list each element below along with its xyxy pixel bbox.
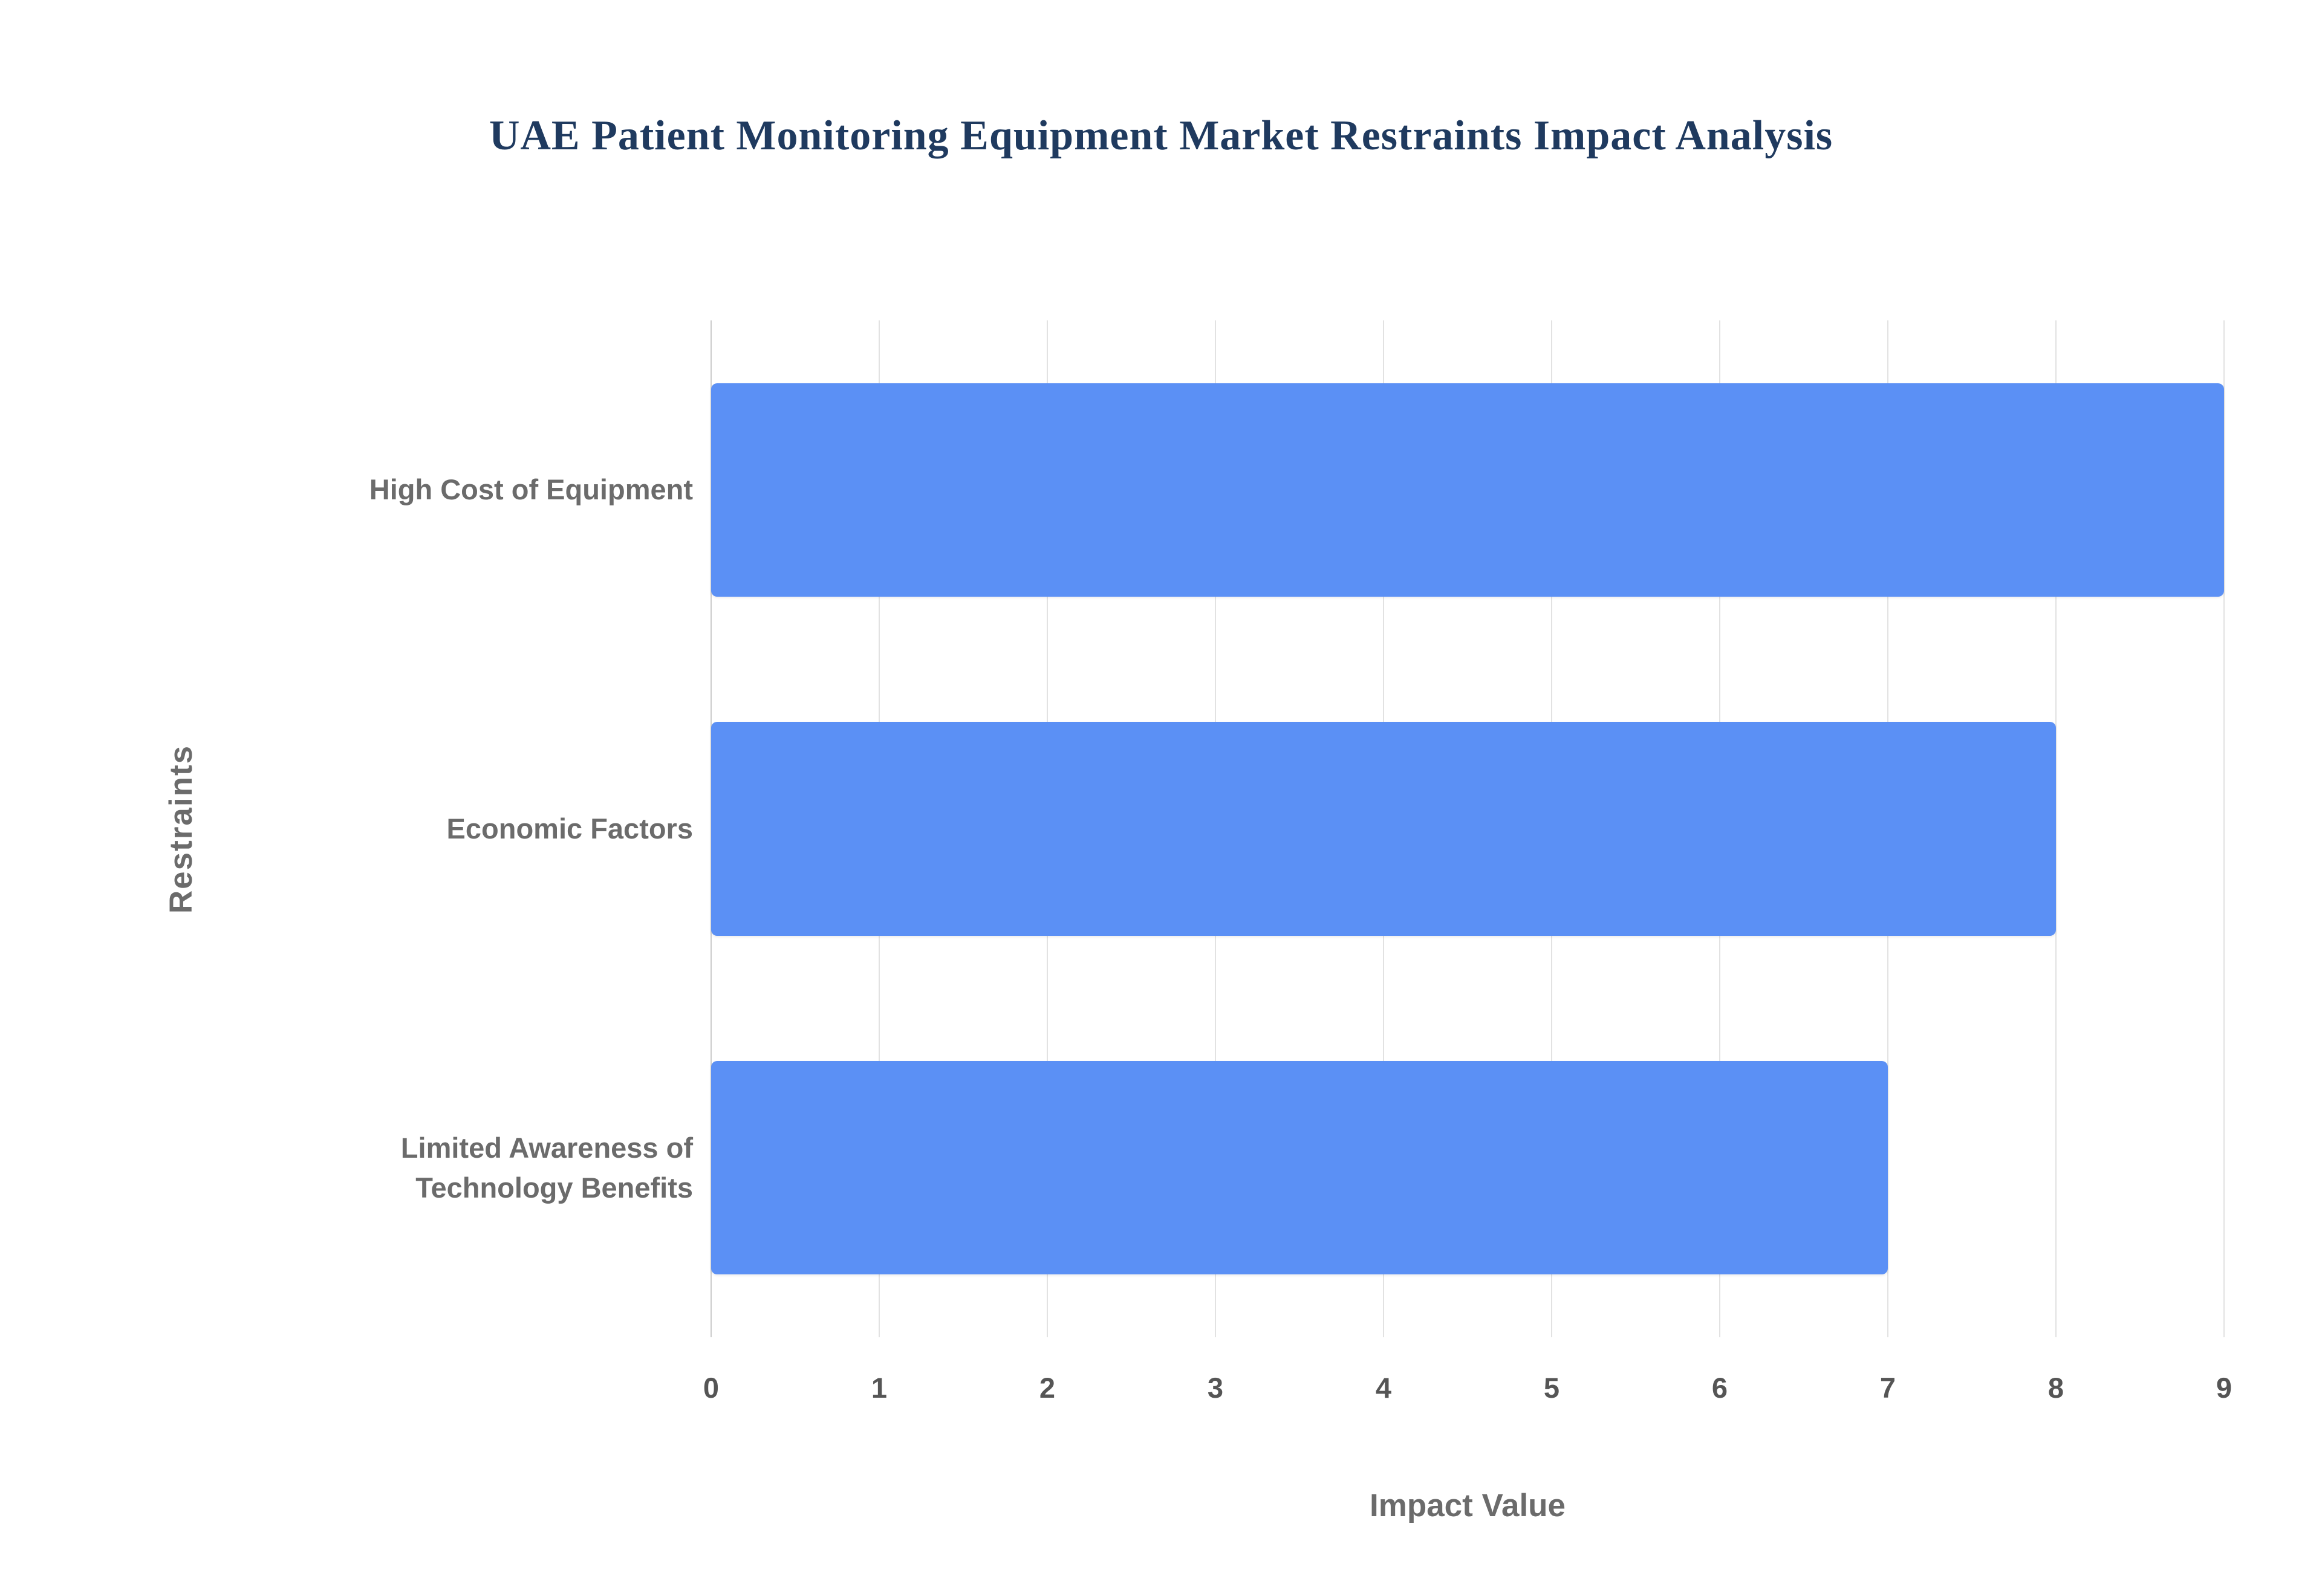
category-label: High Cost of Equipment <box>369 473 693 506</box>
gridline <box>2055 320 2057 1337</box>
category-label: Economic Factors <box>446 813 693 845</box>
y-axis-title-container: Restraints <box>91 320 272 1337</box>
bar-limited-awareness-of-technology-benefits <box>711 1061 1888 1275</box>
x-tick-label: 8 <box>2047 1372 2064 1404</box>
x-tick-label: 7 <box>1879 1372 1896 1404</box>
category-labels: High Cost of Equipment Economic Factors Li… <box>270 320 693 1337</box>
chart-title: UAE Patient Monitoring Equipment Market … <box>489 112 1833 159</box>
x-tick-label: 4 <box>1375 1372 1392 1404</box>
x-tick-label: 6 <box>1711 1372 1728 1404</box>
x-tick-label: 9 <box>2216 1372 2233 1404</box>
x-axis-title: Impact Value <box>1369 1488 1566 1523</box>
x-tick-label: 2 <box>1039 1372 1056 1404</box>
x-tick-label: 1 <box>871 1372 888 1404</box>
y-axis-title: Restraints <box>163 744 200 913</box>
gridline <box>2223 320 2225 1337</box>
x-tick-label: 5 <box>1543 1372 1560 1404</box>
plot-area <box>711 320 2225 1337</box>
x-tick-label: 3 <box>1207 1372 1224 1404</box>
bar-high-cost-of-equipment <box>711 383 2224 597</box>
bar-row <box>711 660 2224 999</box>
category-label: Limited Awareness of Technology Benefits <box>400 1131 693 1204</box>
bar-row <box>711 320 2224 660</box>
bar-economic-factors <box>711 722 2056 936</box>
bar-row <box>711 998 2224 1337</box>
x-tick-label: 0 <box>703 1372 720 1404</box>
x-axis-ticks: 0 1 2 3 4 5 6 7 8 9 <box>703 1371 2232 1413</box>
